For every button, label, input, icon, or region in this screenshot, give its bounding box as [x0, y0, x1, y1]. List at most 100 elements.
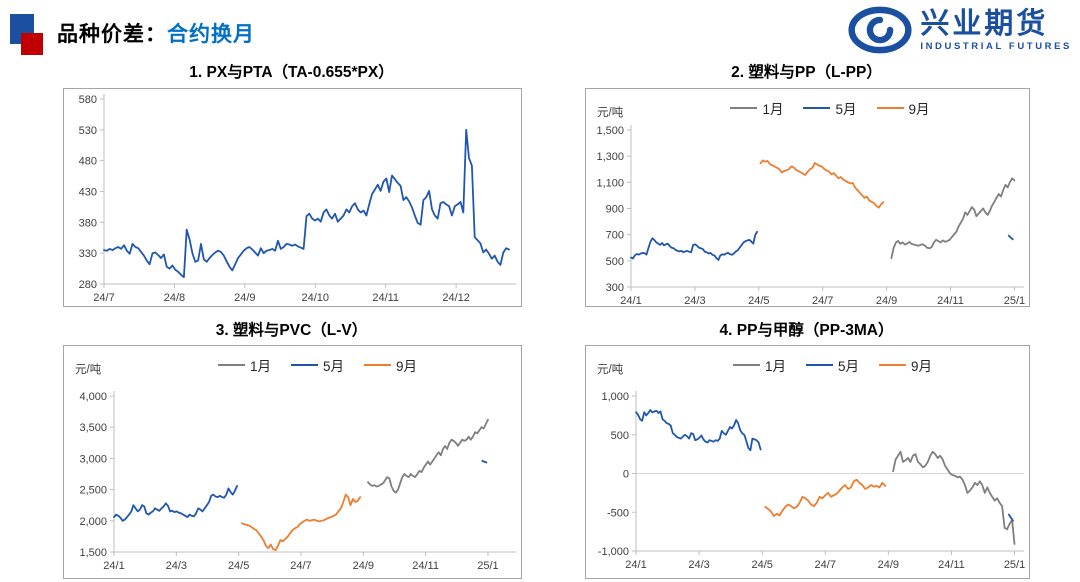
deco-red-square [21, 33, 43, 55]
chart-panel-pp-3ma: 元/吨 1月 5月 9月 1,000 500 0 -500 -1,000 24/1 24/3 24… [585, 345, 1030, 579]
svg-text:700: 700 [606, 230, 624, 242]
legend-line-swatch [217, 363, 245, 367]
legend-label: 9月 [911, 359, 933, 374]
svg-text:480: 480 [79, 156, 97, 168]
svg-text:1,000: 1,000 [601, 391, 629, 403]
page-title-blue: 合约换月 [167, 23, 255, 46]
svg-text:24/7: 24/7 [812, 295, 833, 306]
chart-title-3: 3. 塑料与PVC（L-V） [215, 322, 368, 339]
svg-text:24/11: 24/11 [938, 559, 965, 571]
legend-line-swatch [803, 106, 831, 110]
legend-item: 5月 [805, 355, 859, 375]
page-title: 品种价差：合约换月 [57, 18, 255, 48]
svg-text:24/12: 24/12 [442, 292, 470, 304]
legend-label: 5月 [837, 359, 859, 374]
svg-text:24/5: 24/5 [748, 295, 769, 306]
svg-text:1,500: 1,500 [596, 125, 624, 137]
y-axis-unit-label: 元/吨 [597, 364, 624, 376]
legend-item: 5月 [803, 98, 857, 118]
svg-text:0: 0 [623, 469, 629, 481]
svg-text:25/1: 25/1 [477, 560, 498, 572]
chart-panel-l-pp: 元/吨 1月 5月 9月 1,500 1,300 1,100 900 700 500 300 24… [585, 88, 1030, 307]
svg-text:24/7: 24/7 [815, 559, 836, 571]
legend-line-swatch [805, 363, 833, 367]
svg-text:24/1: 24/1 [620, 295, 641, 306]
svg-text:24/9: 24/9 [876, 295, 897, 306]
svg-text:24/9: 24/9 [353, 560, 374, 572]
svg-text:580: 580 [79, 94, 97, 106]
chart-title-4: 4. PP与甲醇（PP-3MA） [719, 322, 894, 339]
svg-text:24/5: 24/5 [228, 560, 249, 572]
svg-text:24/5: 24/5 [751, 559, 772, 571]
y-axis-unit-label: 元/吨 [597, 107, 624, 119]
legend-item: 1月 [732, 355, 786, 375]
logo-swirl-icon [848, 6, 912, 54]
svg-text:24/3: 24/3 [166, 560, 187, 572]
svg-text:25/1: 25/1 [1004, 295, 1025, 306]
legend-item: 1月 [217, 355, 271, 375]
legend-label: 9月 [908, 102, 930, 117]
legend-label: 5月 [322, 359, 344, 374]
legend-label: 1月 [762, 102, 784, 117]
legend-label: 1月 [249, 359, 271, 374]
svg-text:3,500: 3,500 [79, 422, 107, 434]
svg-text:24/1: 24/1 [625, 559, 646, 571]
svg-text:24/9: 24/9 [878, 559, 899, 571]
svg-text:24/8: 24/8 [164, 292, 185, 304]
svg-text:24/7: 24/7 [290, 560, 311, 572]
legend-line-swatch [879, 363, 906, 367]
svg-text:24/3: 24/3 [684, 295, 705, 306]
svg-text:24/1: 24/1 [103, 560, 124, 572]
svg-text:24/11: 24/11 [412, 560, 439, 572]
svg-text:4,000: 4,000 [79, 391, 107, 403]
chart-legend: 1月 5月 9月 [631, 98, 1029, 118]
svg-text:1,300: 1,300 [596, 151, 624, 163]
legend-item: 1月 [730, 98, 783, 118]
logo-english-name: INDUSTRIAL FUTURES [920, 40, 1072, 52]
svg-text:24/9: 24/9 [234, 292, 255, 304]
legend-item: 9月 [876, 98, 930, 118]
y-axis-unit-label: 元/吨 [75, 364, 102, 376]
legend-line-swatch [730, 106, 758, 110]
company-logo: 兴业期货 INDUSTRIAL FUTURES [848, 6, 1072, 54]
svg-text:500: 500 [606, 256, 624, 268]
chart-panel-l-v: 元/吨 1月 5月 9月 4,000 3,500 3,000 2,500 2,000 1,50… [63, 345, 522, 579]
legend-item: 9月 [879, 355, 932, 375]
svg-text:24/10: 24/10 [302, 292, 330, 304]
svg-text:1,100: 1,100 [596, 177, 624, 189]
svg-text:24/11: 24/11 [937, 295, 964, 306]
legend-line-swatch [364, 363, 391, 367]
svg-text:280: 280 [79, 279, 97, 291]
svg-text:24/3: 24/3 [688, 559, 709, 571]
legend-item: 9月 [364, 355, 417, 375]
page-title-black: 品种价差： [57, 23, 167, 46]
legend-label: 1月 [764, 359, 786, 374]
svg-text:300: 300 [606, 282, 624, 294]
svg-text:24/11: 24/11 [372, 292, 399, 304]
legend-line-swatch [290, 363, 318, 367]
svg-text:24/7: 24/7 [93, 292, 114, 304]
chart-legend: 1月 5月 9月 [114, 355, 521, 375]
svg-text:530: 530 [79, 125, 97, 137]
legend-item: 5月 [290, 355, 344, 375]
svg-text:-1,000: -1,000 [598, 546, 629, 558]
chart-legend: 1月 5月 9月 [636, 355, 1029, 375]
legend-label: 5月 [835, 102, 857, 117]
svg-text:-500: -500 [607, 507, 629, 519]
legend-label: 9月 [396, 359, 418, 374]
svg-text:25/1: 25/1 [1004, 559, 1025, 571]
svg-text:430: 430 [79, 187, 97, 199]
logo-chinese-name: 兴业期货 [920, 7, 1049, 40]
svg-text:900: 900 [606, 204, 624, 216]
svg-text:1,500: 1,500 [79, 547, 107, 559]
svg-text:500: 500 [611, 430, 629, 442]
svg-text:2,500: 2,500 [79, 485, 107, 497]
svg-text:330: 330 [79, 248, 97, 260]
svg-text:2,000: 2,000 [79, 516, 107, 528]
legend-line-swatch [732, 363, 760, 367]
chart-panel-px-pta: 580 530 480 430 380 330 280 24/7 24/8 24/9 24/10 24… [63, 88, 522, 307]
svg-text:380: 380 [79, 217, 97, 229]
